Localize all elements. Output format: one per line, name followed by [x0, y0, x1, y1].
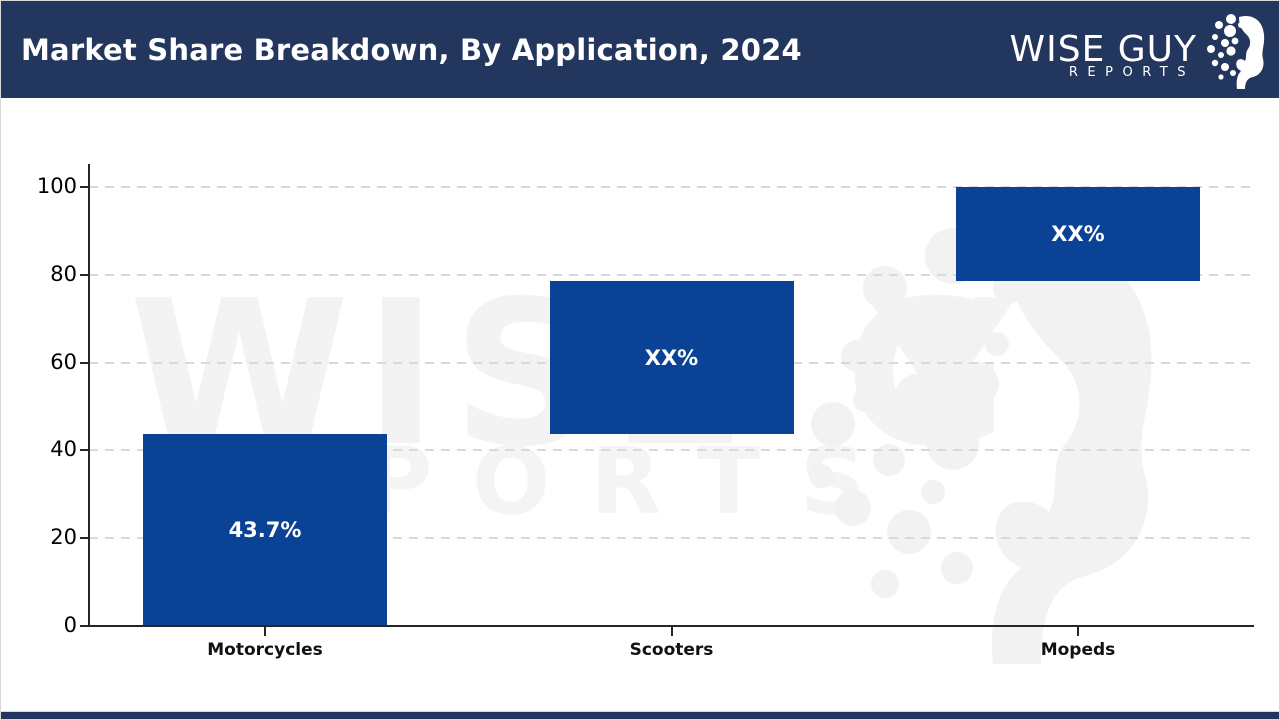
brand-logo-subtitle: REPORTS — [1068, 65, 1195, 80]
y-tick-label: 100 — [36, 174, 77, 198]
bar-mopeds — [956, 187, 1200, 282]
x-tick-mark — [264, 627, 266, 636]
y-tick-label: 80 — [50, 261, 77, 286]
bar-value-label: XX% — [1051, 222, 1105, 247]
y-tick-mark — [80, 449, 89, 452]
x-tick-mark — [1077, 627, 1079, 636]
gridline-y40 — [89, 449, 1254, 452]
y-tick-label: 0 — [63, 613, 77, 637]
x-category-label: Mopeds — [1040, 640, 1116, 660]
x-axis-line — [88, 625, 1254, 627]
brand-face-icon — [1207, 14, 1265, 90]
gridline-y20 — [89, 537, 1254, 540]
y-tick-mark — [80, 361, 89, 364]
bar-scooters — [549, 281, 794, 435]
gridline-y100 — [89, 186, 1254, 188]
y-axis-line — [88, 164, 90, 626]
y-tick-label: 60 — [50, 349, 77, 374]
y-tick-label: 40 — [50, 437, 77, 462]
y-tick-mark — [80, 273, 89, 276]
page-title: Market Share Breakdown, By Application, … — [21, 32, 802, 67]
x-category-label: Motorcycles — [207, 640, 323, 660]
brand-logo: WISE GUY REPORTS — [1010, 7, 1267, 93]
y-tick-mark — [80, 186, 89, 188]
bar-value-label: 43.7% — [228, 518, 302, 543]
x-category-label: Scooters — [629, 640, 714, 660]
y-tick-mark — [80, 625, 89, 627]
brand-logo-wordmark: WISE GUY — [1009, 29, 1197, 70]
header-bar: Market Share Breakdown, By Application, … — [1, 1, 1279, 98]
bar-motorcycles — [143, 434, 387, 626]
gridline-y80 — [89, 273, 1254, 276]
y-tick-label: 20 — [50, 525, 77, 550]
footer-accent-bar — [1, 712, 1279, 719]
bar-value-label: XX% — [644, 345, 699, 370]
waterfall-chart: 0 20 40 60 80 100 43.7% Motorcycles XX% Scooters X… — [1, 98, 1279, 714]
footer-divider — [1, 711, 1279, 712]
x-tick-mark — [670, 627, 673, 636]
y-tick-mark — [80, 537, 89, 540]
